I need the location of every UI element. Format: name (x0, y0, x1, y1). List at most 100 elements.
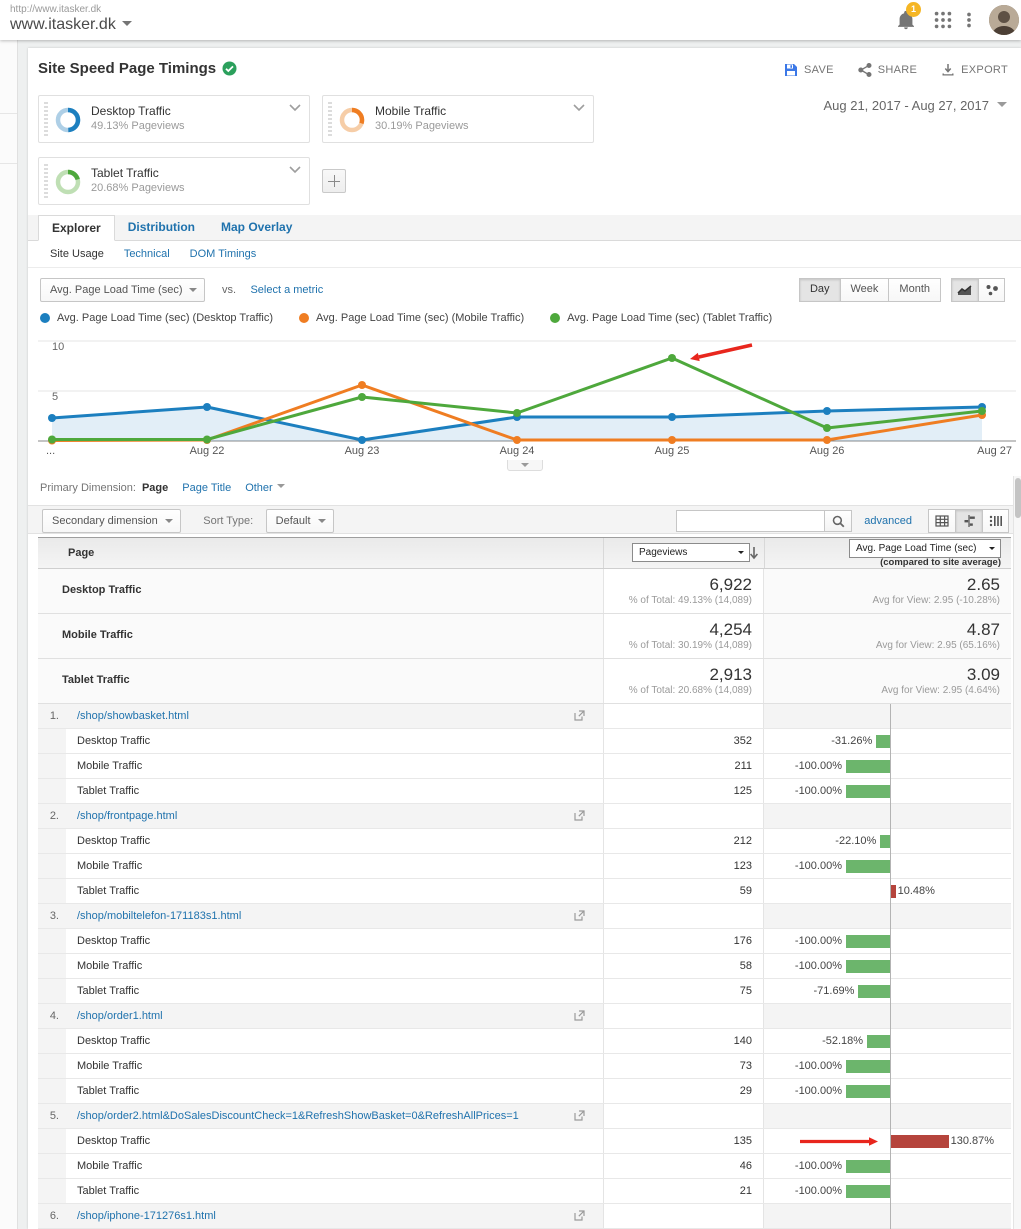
pageviews-cell: 125 (603, 779, 764, 803)
dimension-option-page[interactable]: Page (141, 482, 169, 494)
line-chart-view-button[interactable] (951, 278, 978, 302)
change-bar (876, 735, 890, 748)
verified-check-icon (222, 61, 237, 80)
segment-sub-row[interactable]: Tablet Traffic 75 -71.69% (38, 979, 1011, 1004)
secondary-dimension-select[interactable]: Secondary dimension (42, 509, 181, 533)
sort-type-select[interactable]: Default (265, 509, 334, 533)
page-url-row[interactable]: 6. /shop/iphone-171276s1.html (38, 1204, 1011, 1229)
page-url-link[interactable]: /shop/order2.html&DoSalesDiscountCheck=1… (77, 1110, 519, 1122)
page-url-row[interactable]: 3. /shop/mobiltelefon-171183s1.html (38, 904, 1011, 929)
page-url-row[interactable]: 5. /shop/order2.html&DoSalesDiscountCheck… (38, 1104, 1011, 1129)
chevron-down-icon[interactable] (289, 166, 301, 174)
segment-sub-row[interactable]: Tablet Traffic 29 -100.00% (38, 1079, 1011, 1104)
subtab-site-usage[interactable]: Site Usage (50, 248, 104, 260)
summary-row[interactable]: Desktop Traffic 6,922% of Total: 49.13% (… (38, 569, 1011, 614)
open-page-external-link-icon[interactable] (574, 1210, 585, 1221)
property-selector[interactable]: www.itasker.dk (10, 16, 132, 34)
segment-sub-row[interactable]: Tablet Traffic 59 10.48% (38, 879, 1011, 904)
metric-select[interactable]: Avg. Page Load Time (sec) (40, 278, 206, 302)
vertical-scrollbar[interactable] (1013, 476, 1021, 1229)
export-button[interactable]: EXPORT (941, 63, 1008, 77)
open-page-external-link-icon[interactable] (574, 710, 585, 721)
pageviews-column-select[interactable]: Pageviews (632, 543, 750, 562)
segment-sub-row[interactable]: Desktop Traffic 176 -100.00% (38, 929, 1011, 954)
segment-sub-row[interactable]: Mobile Traffic 211 -100.00% (38, 754, 1011, 779)
segment-sub-row[interactable]: Tablet Traffic 125 -100.00% (38, 779, 1011, 804)
tab-explorer[interactable]: Explorer (38, 215, 115, 241)
subtab-dom-timings[interactable]: DOM Timings (189, 248, 257, 260)
page-url-link[interactable]: /shop/mobiltelefon-171183s1.html (77, 910, 242, 922)
page-url-row[interactable]: 1. /shop/showbasket.html (38, 704, 1011, 729)
chevron-down-icon[interactable] (289, 104, 301, 112)
segment-sub-row[interactable]: Tablet Traffic 21 -100.00% (38, 1179, 1011, 1204)
segment-sub-row[interactable]: Desktop Traffic 212 -22.10% (38, 829, 1011, 854)
chevron-down-icon[interactable] (573, 104, 585, 112)
segment-sub-row[interactable]: Desktop Traffic 140 -52.18% (38, 1029, 1011, 1054)
subtab-technical[interactable]: Technical (123, 248, 170, 260)
segment-sub-row[interactable]: Mobile Traffic 58 -100.00% (38, 954, 1011, 979)
add-segment-button[interactable] (322, 169, 346, 193)
drag-handle[interactable] (43, 164, 50, 198)
page-url-link[interactable]: /shop/showbasket.html (77, 710, 189, 722)
tab-distribution[interactable]: Distribution (127, 220, 196, 234)
save-button[interactable]: SAVE (784, 63, 834, 77)
page-url-link[interactable]: /shop/frontpage.html (77, 810, 178, 822)
select-a-metric-link[interactable]: Select a metric (250, 284, 324, 296)
search-input[interactable] (676, 510, 825, 532)
dimension-option-page-title[interactable]: Page Title (182, 482, 232, 494)
segment-sub-row[interactable]: Mobile Traffic 73 -100.00% (38, 1054, 1011, 1079)
granularity-month-button[interactable]: Month (888, 278, 941, 302)
open-page-external-link-icon[interactable] (574, 1110, 585, 1121)
pageviews-value: 135 (733, 1135, 752, 1147)
segment-card-desktop[interactable]: Desktop Traffic 49.13% Pageviews (38, 95, 310, 143)
summary-row[interactable]: Tablet Traffic 2,913% of Total: 20.68% (1… (38, 659, 1011, 704)
apps-grid-icon[interactable] (932, 9, 954, 31)
segment-sub-row[interactable]: Desktop Traffic 135 130.87% (38, 1129, 1011, 1154)
pivot-view-button[interactable] (982, 509, 1009, 533)
motion-chart-view-button[interactable] (978, 278, 1005, 302)
metric-column-select[interactable]: Avg. Page Load Time (sec) (849, 539, 1001, 558)
segment-row-label: Tablet Traffic (77, 1085, 140, 1097)
legend-label: Avg. Page Load Time (sec) (Desktop Traff… (57, 312, 274, 324)
segment-sub-row[interactable]: Mobile Traffic 123 -100.00% (38, 854, 1011, 879)
advanced-search-link[interactable]: advanced (864, 515, 912, 527)
page-url-row[interactable]: 4. /shop/order1.html (38, 1004, 1011, 1029)
more-options-kebab-icon[interactable] (963, 9, 975, 31)
dimension-option-other[interactable]: Other (245, 482, 285, 494)
metric-cell (764, 704, 1011, 728)
metric-bar-cell: -100.00% (764, 929, 1011, 953)
search-button[interactable] (824, 510, 853, 532)
report-title-text: Site Speed Page Timings (38, 60, 217, 77)
change-bar (846, 1085, 890, 1098)
drag-handle[interactable] (327, 102, 334, 136)
search-icon (832, 515, 845, 527)
tab-map-overlay[interactable]: Map Overlay (221, 220, 293, 234)
avatar[interactable] (989, 5, 1019, 35)
page-url-row[interactable]: 2. /shop/frontpage.html (38, 804, 1011, 829)
page-url-link[interactable]: /shop/order1.html (77, 1010, 163, 1022)
row-number-gutter (38, 854, 66, 878)
share-button[interactable]: SHARE (858, 63, 917, 77)
scrollbar-thumb[interactable] (1015, 478, 1021, 518)
segment-card-tablet[interactable]: Tablet Traffic 20.68% Pageviews (38, 157, 310, 205)
segment-sub-row[interactable]: Desktop Traffic 352 -31.26% (38, 729, 1011, 754)
sort-descending-icon[interactable] (748, 546, 760, 560)
change-percent-label: -100.00% (794, 860, 842, 872)
summary-row[interactable]: Mobile Traffic 4,254% of Total: 30.19% (1… (38, 614, 1011, 659)
data-table-view-button[interactable] (928, 509, 955, 533)
comparison-view-button[interactable] (955, 509, 982, 533)
drag-handle[interactable] (43, 102, 50, 136)
date-range-selector[interactable]: Aug 21, 2017 - Aug 27, 2017 (823, 98, 1007, 113)
granularity-day-button[interactable]: Day (798, 278, 840, 302)
granularity-week-button[interactable]: Week (839, 278, 889, 302)
change-bar (891, 1135, 949, 1148)
open-page-external-link-icon[interactable] (574, 1010, 585, 1021)
chart-expand-tab[interactable] (506, 460, 543, 471)
segment-card-mobile[interactable]: Mobile Traffic 30.19% Pageviews (322, 95, 594, 143)
segment-sub-row[interactable]: Mobile Traffic 46 -100.00% (38, 1154, 1011, 1179)
page-url-link[interactable]: /shop/iphone-171276s1.html (77, 1210, 216, 1222)
open-page-external-link-icon[interactable] (574, 810, 585, 821)
page-column-header: Page (68, 547, 95, 559)
pageviews-cell (603, 1204, 764, 1228)
open-page-external-link-icon[interactable] (574, 910, 585, 921)
